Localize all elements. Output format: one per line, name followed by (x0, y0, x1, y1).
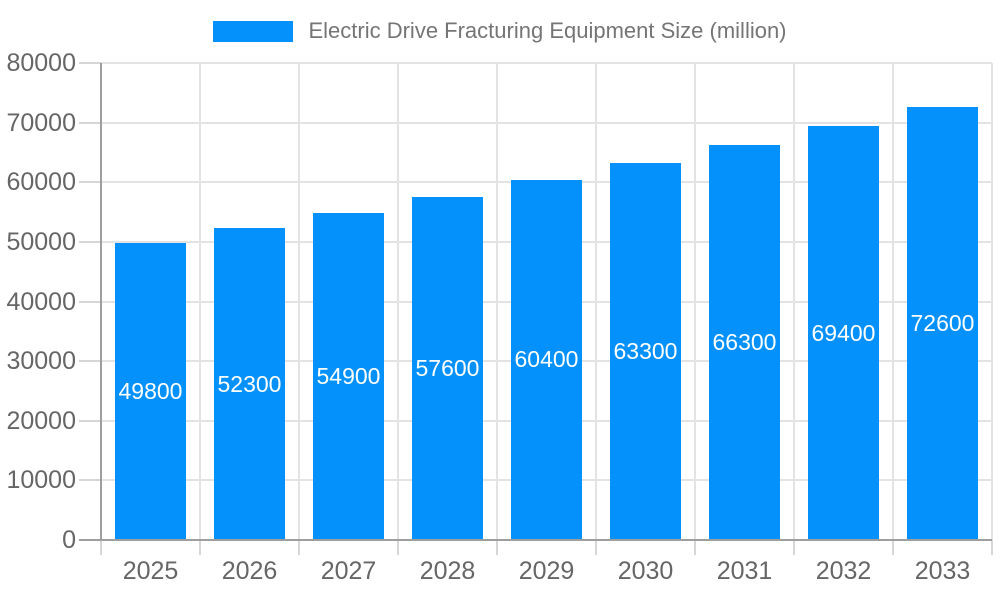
h-gridline (101, 62, 992, 64)
legend-label: Electric Drive Fracturing Equipment Size… (308, 18, 787, 43)
h-gridline (101, 121, 992, 124)
bar-value-label: 54900 (316, 362, 381, 389)
bar-value-label: 72600 (910, 310, 975, 337)
y-axis-tick (79, 121, 101, 124)
y-axis-tick (79, 419, 101, 422)
y-tick-label: 20000 (6, 406, 76, 435)
bar[interactable]: 69400 (808, 126, 879, 540)
v-gridline (595, 63, 597, 540)
x-axis-tick (595, 540, 597, 555)
bar[interactable]: 57600 (412, 196, 483, 540)
bar-value-label: 49800 (118, 378, 183, 405)
y-tick-label: 40000 (6, 287, 76, 316)
chart-legend[interactable]: Electric Drive Fracturing Equipment Size… (0, 18, 1000, 44)
bar-value-label: 52300 (217, 370, 282, 397)
x-axis-tick (694, 540, 696, 555)
x-tick-label: 2032 (815, 557, 872, 585)
v-gridline (892, 63, 894, 540)
v-gridline (397, 63, 399, 540)
v-gridline (694, 63, 696, 540)
y-axis-tick (79, 62, 101, 64)
bar-value-label: 60400 (514, 346, 579, 373)
x-axis-tick (496, 540, 498, 555)
v-gridline (496, 63, 498, 540)
y-axis-tick (79, 181, 101, 184)
y-tick-label: 0 (62, 526, 76, 554)
x-axis-tick (991, 540, 993, 555)
v-gridline (991, 63, 993, 540)
y-tick-label: 70000 (6, 108, 76, 137)
x-tick-label: 2027 (320, 557, 377, 585)
x-tick-label: 2025 (122, 557, 179, 585)
x-tick-label: 2031 (716, 557, 773, 585)
x-axis-line (79, 539, 992, 541)
y-axis-tick (79, 479, 101, 482)
bar[interactable]: 63300 (610, 162, 681, 540)
x-tick-label: 2030 (617, 557, 674, 585)
y-axis-tick (79, 240, 101, 243)
x-axis-tick (397, 540, 399, 555)
x-tick-label: 2028 (419, 557, 476, 585)
bar[interactable]: 52300 (214, 228, 285, 540)
bar[interactable]: 66300 (709, 144, 780, 540)
y-axis-line (100, 63, 102, 540)
bar[interactable]: 72600 (907, 107, 978, 540)
bar-value-label: 66300 (712, 328, 777, 355)
bar[interactable]: 54900 (313, 212, 384, 540)
x-axis-tick (298, 540, 300, 555)
x-tick-label: 2026 (221, 557, 278, 585)
x-axis-tick (100, 540, 102, 555)
x-axis-tick (199, 540, 201, 555)
x-axis-tick (793, 540, 795, 555)
v-gridline (793, 63, 795, 540)
y-tick-label: 60000 (6, 168, 76, 197)
bar[interactable]: 49800 (115, 243, 186, 540)
v-gridline (298, 63, 300, 540)
x-tick-label: 2029 (518, 557, 575, 585)
v-gridline (199, 63, 201, 540)
bar-value-label: 57600 (415, 354, 480, 381)
y-axis-tick (79, 300, 101, 303)
y-tick-label: 80000 (6, 49, 76, 77)
bar-value-label: 63300 (613, 337, 678, 364)
x-tick-label: 2033 (914, 557, 971, 585)
x-axis-tick (892, 540, 894, 555)
y-tick-label: 30000 (6, 347, 76, 376)
y-tick-label: 50000 (6, 227, 76, 256)
y-axis-tick (79, 360, 101, 363)
bar-value-label: 69400 (811, 319, 876, 346)
legend-swatch-icon (213, 20, 294, 42)
bar[interactable]: 60400 (511, 179, 582, 540)
y-tick-label: 10000 (6, 466, 76, 495)
